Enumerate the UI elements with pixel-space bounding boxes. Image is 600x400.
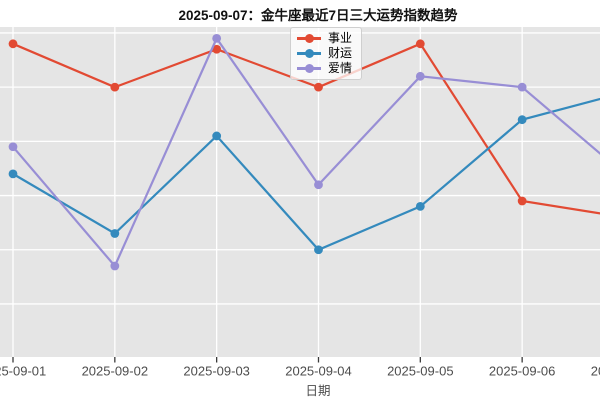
x-tick-label: 2025-09-01: [0, 364, 46, 379]
data-point-财运-2025-09-04: [314, 245, 323, 255]
x-tick-label: 2025-09-03: [183, 364, 250, 379]
data-point-财运-2025-09-06: [517, 115, 527, 125]
data-point-爱情-2025-09-06: [517, 82, 527, 92]
x-tick-label: 2025-09-06: [489, 364, 556, 379]
data-point-爱情-2025-09-01: [8, 142, 18, 152]
x-tick-label: 2025-09-04: [285, 364, 352, 379]
data-point-事业-2025-09-06: [517, 196, 527, 206]
legend-label-career: 事业: [328, 31, 353, 45]
data-point-爱情-2025-09-05: [415, 71, 425, 81]
data-point-事业-2025-09-02: [110, 82, 120, 92]
x-axis-label: 日期: [305, 384, 331, 398]
legend-item-wealth: 财运: [297, 46, 352, 61]
legend-line-dot-marker-love: [297, 64, 321, 73]
data-point-财运-2025-09-02: [110, 229, 120, 238]
data-point-事业-2025-09-01: [8, 39, 18, 49]
legend-item-career: 事业: [297, 31, 352, 46]
data-point-事业-2025-09-03: [212, 44, 222, 54]
chart-title: 2025-09-07：金牛座最近7日三大运势指数趋势: [178, 8, 458, 23]
data-point-爱情-2025-09-02: [110, 261, 120, 271]
data-point-事业-2025-09-04: [314, 82, 323, 92]
legend: 事业 财运 爱情: [290, 27, 363, 80]
legend-label-wealth: 财运: [328, 46, 353, 60]
data-point-事业-2025-09-05: [415, 39, 425, 49]
data-point-财运-2025-09-05: [415, 202, 425, 211]
x-tick-label: 2025-09-07: [591, 364, 600, 379]
x-tick-label: 2025-09-02: [82, 364, 149, 379]
data-point-财运-2025-09-03: [212, 131, 222, 141]
data-point-财运-2025-09-01: [8, 169, 18, 179]
legend-line-dot-marker-career: [297, 34, 321, 43]
data-point-爱情-2025-09-04: [314, 180, 323, 190]
legend-item-love: 爱情: [297, 61, 352, 76]
legend-label-love: 爱情: [328, 61, 353, 75]
x-tick-label: 2025-09-05: [387, 364, 454, 379]
legend-line-dot-marker-wealth: [297, 49, 321, 58]
data-point-爱情-2025-09-03: [212, 33, 222, 43]
